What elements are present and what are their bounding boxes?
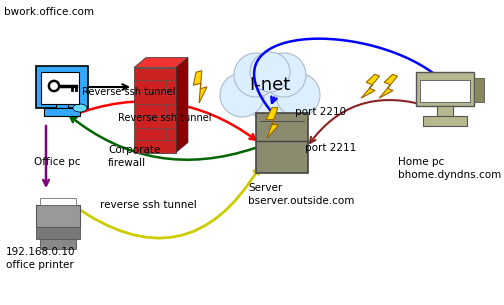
FancyBboxPatch shape xyxy=(416,72,474,106)
Polygon shape xyxy=(134,58,188,67)
Polygon shape xyxy=(361,74,380,98)
FancyBboxPatch shape xyxy=(44,108,80,116)
FancyBboxPatch shape xyxy=(36,66,88,108)
Text: Reverse ssh tunnel: Reverse ssh tunnel xyxy=(82,87,175,97)
FancyBboxPatch shape xyxy=(41,72,79,104)
Text: I-net: I-net xyxy=(249,76,291,94)
Text: Home pc
bhome.dyndns.com: Home pc bhome.dyndns.com xyxy=(398,157,501,180)
Text: port 2211: port 2211 xyxy=(305,143,356,153)
Text: Server
bserver.outside.com: Server bserver.outside.com xyxy=(248,183,354,206)
Polygon shape xyxy=(176,58,188,152)
Text: 192.168.0.10
office printer: 192.168.0.10 office printer xyxy=(6,247,76,270)
Circle shape xyxy=(50,82,57,89)
FancyBboxPatch shape xyxy=(40,239,76,249)
FancyBboxPatch shape xyxy=(56,100,68,108)
FancyBboxPatch shape xyxy=(420,80,470,102)
FancyBboxPatch shape xyxy=(36,205,80,227)
Text: bwork.office.com: bwork.office.com xyxy=(4,7,94,17)
Polygon shape xyxy=(379,74,398,98)
Circle shape xyxy=(48,80,60,92)
FancyBboxPatch shape xyxy=(40,198,76,205)
Text: Reverse ssh tunnel: Reverse ssh tunnel xyxy=(118,113,212,123)
Text: port 2210: port 2210 xyxy=(295,107,346,117)
FancyBboxPatch shape xyxy=(474,78,484,102)
Text: Office pc: Office pc xyxy=(34,157,81,167)
Polygon shape xyxy=(266,108,279,138)
Ellipse shape xyxy=(73,104,87,112)
FancyBboxPatch shape xyxy=(437,106,453,116)
FancyBboxPatch shape xyxy=(36,227,80,239)
FancyBboxPatch shape xyxy=(256,113,308,173)
Text: reverse ssh tunnel: reverse ssh tunnel xyxy=(100,200,197,210)
FancyBboxPatch shape xyxy=(134,67,176,152)
FancyBboxPatch shape xyxy=(423,116,467,126)
Polygon shape xyxy=(194,71,207,103)
Text: Corporate
firewall: Corporate firewall xyxy=(108,145,160,168)
